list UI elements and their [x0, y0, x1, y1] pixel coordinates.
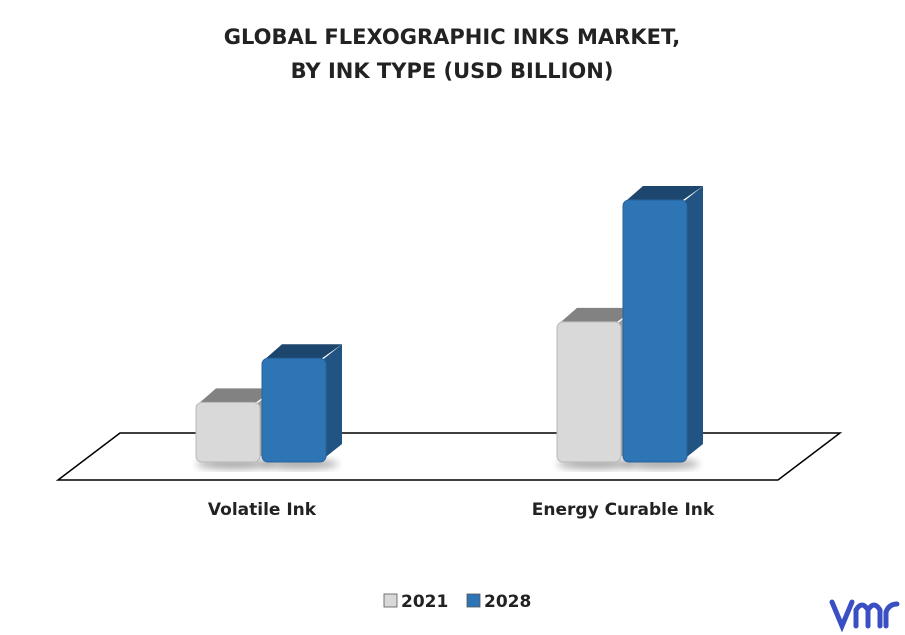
- floor: [55, 432, 843, 481]
- legend-swatch: [466, 593, 481, 608]
- chart-title: GLOBAL FLEXOGRAPHIC INKS MARKET,: [224, 25, 681, 49]
- legend-swatch: [383, 593, 398, 608]
- legend-label: 2028: [484, 592, 531, 612]
- bar: [195, 401, 261, 463]
- bar: [261, 357, 327, 463]
- chart-title: BY INK TYPE (USD BILLION): [291, 59, 614, 83]
- bar: [622, 199, 688, 463]
- x-tick-label: Volatile Ink: [208, 500, 317, 520]
- legend-label: 2021: [401, 592, 448, 612]
- bar-top: [200, 388, 276, 403]
- bar-side: [683, 186, 703, 460]
- bar-top: [266, 344, 342, 359]
- x-tick-label: Energy Curable Ink: [532, 500, 715, 520]
- bar-top: [627, 186, 703, 200]
- bar-top: [561, 307, 637, 322]
- logo: [829, 599, 900, 633]
- bar-side: [322, 344, 342, 460]
- bar: [556, 321, 622, 463]
